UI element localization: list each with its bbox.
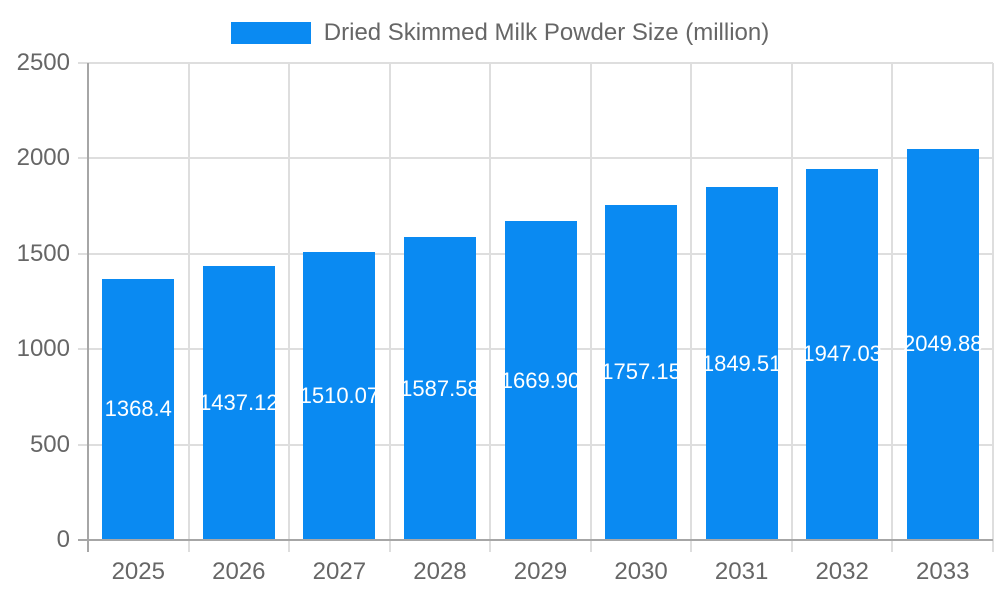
- bar-value-label: 1437.12: [199, 389, 279, 415]
- x-axis-line: [78, 539, 993, 541]
- x-gridline: [187, 63, 190, 552]
- bar-2032[interactable]: 1947.03: [802, 168, 882, 540]
- bar-value-label: 2049.88: [902, 331, 983, 357]
- y-tick-label: 2000: [16, 144, 70, 172]
- bar-value-label: 1849.51: [701, 350, 782, 376]
- legend-swatch: [230, 22, 311, 44]
- x-gridline: [388, 63, 391, 552]
- bar-value-label: 1510.07: [299, 382, 380, 408]
- x-tick-label: 2026: [212, 558, 266, 585]
- bar-2030[interactable]: 1757.15: [601, 204, 681, 540]
- x-tick-label: 2032: [815, 558, 869, 585]
- x-gridline: [790, 63, 793, 552]
- bar-value-label: 1947.03: [802, 341, 882, 367]
- legend-item[interactable]: Dried Skimmed Milk Powder Size (million): [0, 19, 1000, 47]
- y-tick-label: 1500: [16, 239, 70, 267]
- x-gridline: [992, 63, 994, 552]
- y-tick-label: 500: [29, 430, 70, 458]
- y-axis-line: [87, 63, 89, 552]
- x-gridline: [589, 63, 592, 552]
- x-gridline: [489, 63, 492, 552]
- bar-2029[interactable]: 1669.90: [501, 221, 580, 540]
- x-tick-label: 2028: [413, 558, 467, 585]
- y-tick-label: 1000: [16, 335, 70, 363]
- x-tick-label: 2031: [714, 558, 769, 585]
- x-tick-label: 2030: [614, 558, 668, 585]
- x-tick-label: 2029: [513, 558, 568, 585]
- bar-2031[interactable]: 1849.51: [702, 187, 781, 540]
- y-gridline: [78, 62, 993, 64]
- bar-value-label: 1368.4: [104, 396, 172, 422]
- x-tick-label: 2027: [312, 558, 367, 585]
- y-tick-label: 2500: [16, 49, 70, 76]
- bar-value-label: 1587.58: [400, 375, 480, 401]
- bar-2025[interactable]: 1368.4: [102, 278, 175, 540]
- x-tick-label: 2033: [916, 558, 970, 585]
- y-gridline: [78, 157, 993, 160]
- x-gridline: [891, 63, 894, 552]
- x-gridline: [288, 63, 291, 552]
- x-gridline: [690, 63, 693, 552]
- x-tick-label: 2025: [111, 558, 165, 585]
- plot-area: 0 500 1000 1500 2000 2500 1368.4 2025 1437.12 202…: [17, 49, 994, 585]
- bar-2028[interactable]: 1587.58: [400, 237, 480, 540]
- bar-2027[interactable]: 1510.07: [300, 251, 379, 540]
- bar-value-label: 1669.90: [500, 367, 581, 393]
- bar-2026[interactable]: 1437.12: [199, 265, 279, 540]
- bar-value-label: 1757.15: [601, 359, 681, 385]
- y-tick-label: 0: [56, 526, 70, 553]
- legend-label: Dried Skimmed Milk Powder Size (million): [323, 19, 770, 46]
- bar-2033[interactable]: 2049.88: [903, 148, 982, 540]
